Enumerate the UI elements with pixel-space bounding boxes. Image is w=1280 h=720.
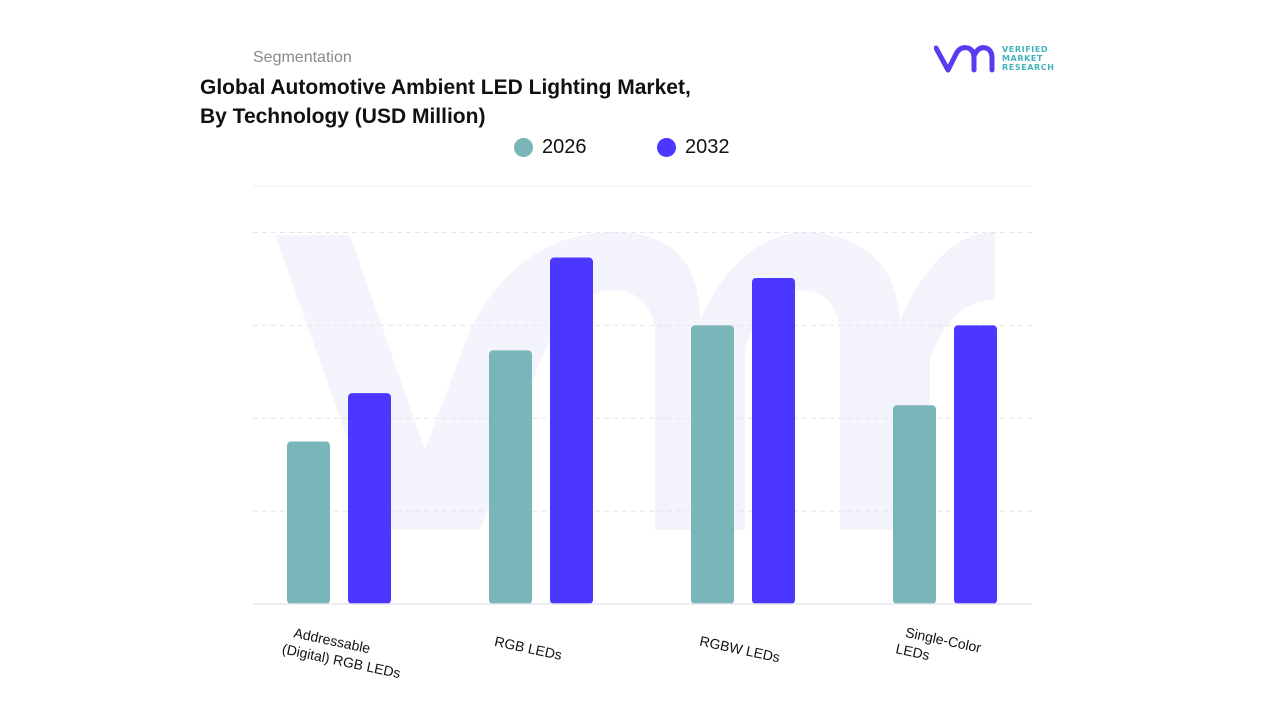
chart-title-line2: By Technology (USD Million) xyxy=(200,105,486,128)
vmr-logo-mark xyxy=(934,45,995,73)
logo-text-line1: VERIFIED xyxy=(1002,45,1049,54)
bar-2032-2 xyxy=(752,277,795,604)
legend-item-2026: 2026 xyxy=(514,136,587,159)
legend-swatch-2026 xyxy=(514,138,533,157)
vmr-logo-icon xyxy=(934,45,995,73)
legend-label-2026: 2026 xyxy=(542,136,587,158)
logo-text-line2: MARKET xyxy=(1002,54,1044,63)
bar-2026-3 xyxy=(893,405,936,604)
bar-2032-0 xyxy=(348,393,391,604)
chart-legend: 2026 2032 xyxy=(0,136,1280,160)
chart-title: Global Automotive Ambient LED Lighting M… xyxy=(200,73,760,131)
logo-text-line3: RESEARCH xyxy=(1002,63,1055,72)
bar-2026-0 xyxy=(287,441,330,604)
bars xyxy=(287,257,997,604)
bar-2032-1 xyxy=(550,257,593,604)
bar-2026-1 xyxy=(489,350,532,604)
chart-title-line1: Global Automotive Ambient LED Lighting M… xyxy=(200,76,691,99)
legend-item-2032: 2032 xyxy=(657,136,730,159)
legend-label-2032: 2032 xyxy=(685,136,730,158)
bar-2026-2 xyxy=(691,325,734,604)
legend-swatch-2032 xyxy=(657,138,676,157)
logo-text: VERIFIED MARKET RESEARCH xyxy=(1002,45,1055,72)
bar-2032-3 xyxy=(954,325,997,604)
chart-subtitle: Segmentation xyxy=(253,49,352,66)
